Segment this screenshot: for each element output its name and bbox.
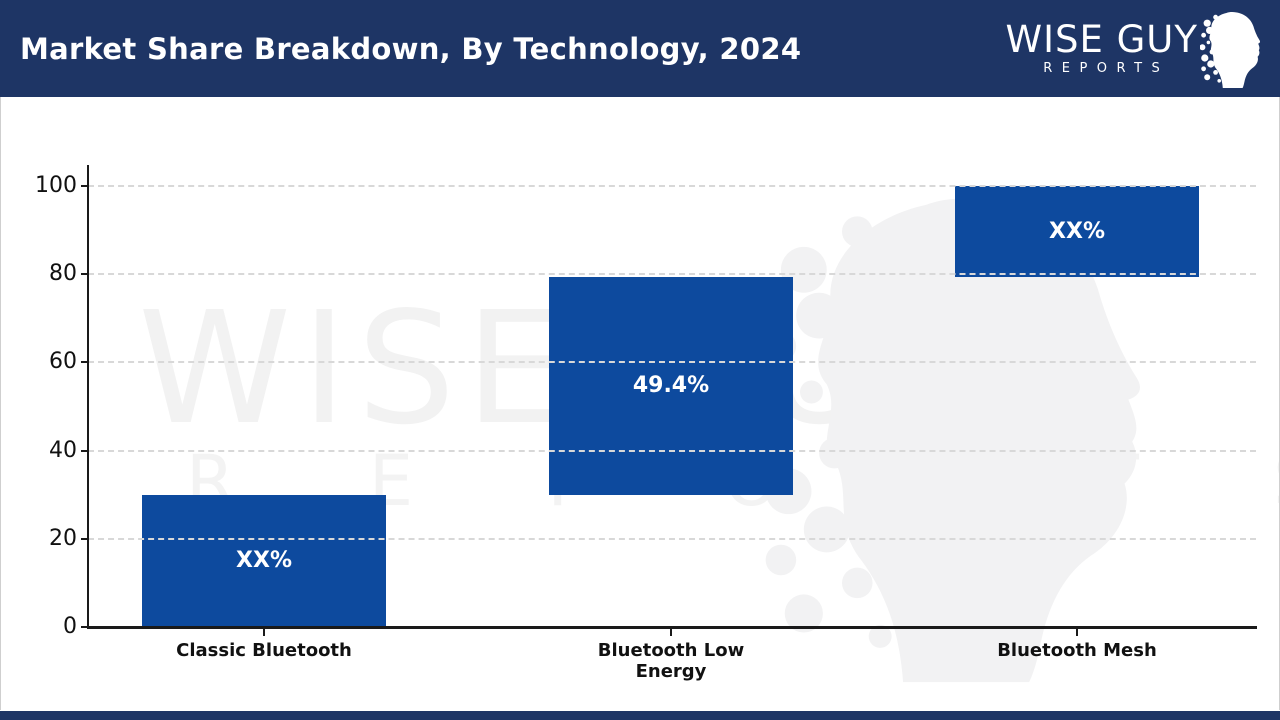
- bar-value-label: XX%: [236, 548, 292, 574]
- header-bar: Market Share Breakdown, By Technology, 2…: [0, 0, 1280, 97]
- footer-bar: [0, 711, 1280, 720]
- x-tick-mark: [263, 627, 265, 636]
- gridline-y20: [88, 537, 1256, 540]
- wiseguy-logo: WISE GUY REPORTS: [1006, 0, 1266, 97]
- page-title: Market Share Breakdown, By Technology, 2…: [20, 31, 802, 66]
- y-tick-label: 60: [49, 349, 77, 375]
- gridline-y60: [88, 361, 1256, 364]
- y-tick-label: 100: [35, 173, 77, 198]
- y-tick-mark: [81, 273, 88, 276]
- gridline-y80: [88, 273, 1256, 276]
- bar-segment: [955, 186, 1199, 277]
- y-tick-mark: [81, 361, 88, 364]
- x-axis-line: [87, 626, 1257, 629]
- logo-head-dots-icon: [1200, 8, 1266, 90]
- bar-segment: [549, 276, 793, 495]
- y-tick-mark: [81, 626, 88, 628]
- gridline-y40: [88, 449, 1256, 452]
- bar-value-label: 49.4%: [632, 373, 710, 399]
- bar-segment: [142, 494, 386, 627]
- logo-wordmark: WISE GUY: [1005, 17, 1198, 61]
- y-tick-mark: [81, 185, 88, 187]
- x-category-label: Bluetooth Mesh: [997, 640, 1157, 661]
- x-tick-mark: [1076, 627, 1078, 636]
- y-axis-line: [87, 165, 89, 628]
- y-tick-label: 20: [49, 525, 77, 551]
- x-category-label: Bluetooth Low Energy: [597, 640, 745, 682]
- logo-subtext: REPORTS: [1043, 61, 1170, 77]
- y-tick-label: 80: [49, 261, 77, 287]
- x-category-label: Classic Bluetooth: [176, 640, 352, 661]
- y-tick-mark: [81, 537, 88, 540]
- gridline-y100: [88, 185, 1256, 187]
- x-tick-mark: [670, 627, 672, 636]
- y-tick-label: 40: [49, 437, 77, 463]
- y-tick-label: 0: [63, 614, 77, 639]
- bar-value-label: XX%: [1049, 218, 1105, 244]
- y-tick-mark: [81, 449, 88, 452]
